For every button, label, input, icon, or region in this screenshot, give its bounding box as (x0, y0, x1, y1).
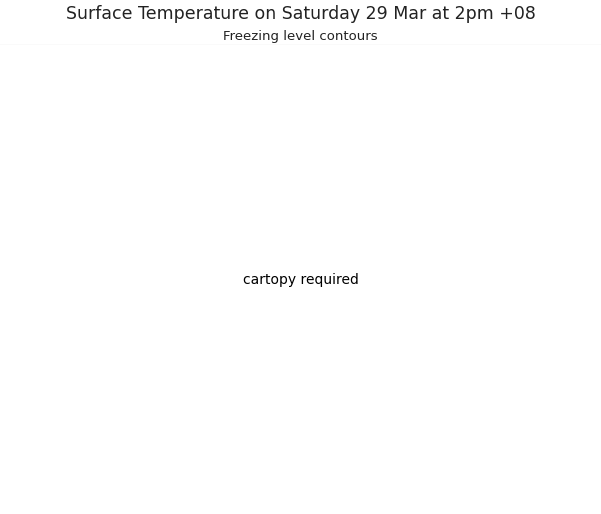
Text: Freezing level contours: Freezing level contours (223, 30, 378, 43)
Text: cartopy required: cartopy required (243, 272, 358, 287)
Text: Surface Temperature on Saturday 29 Mar at 2pm +08: Surface Temperature on Saturday 29 Mar a… (66, 5, 535, 23)
